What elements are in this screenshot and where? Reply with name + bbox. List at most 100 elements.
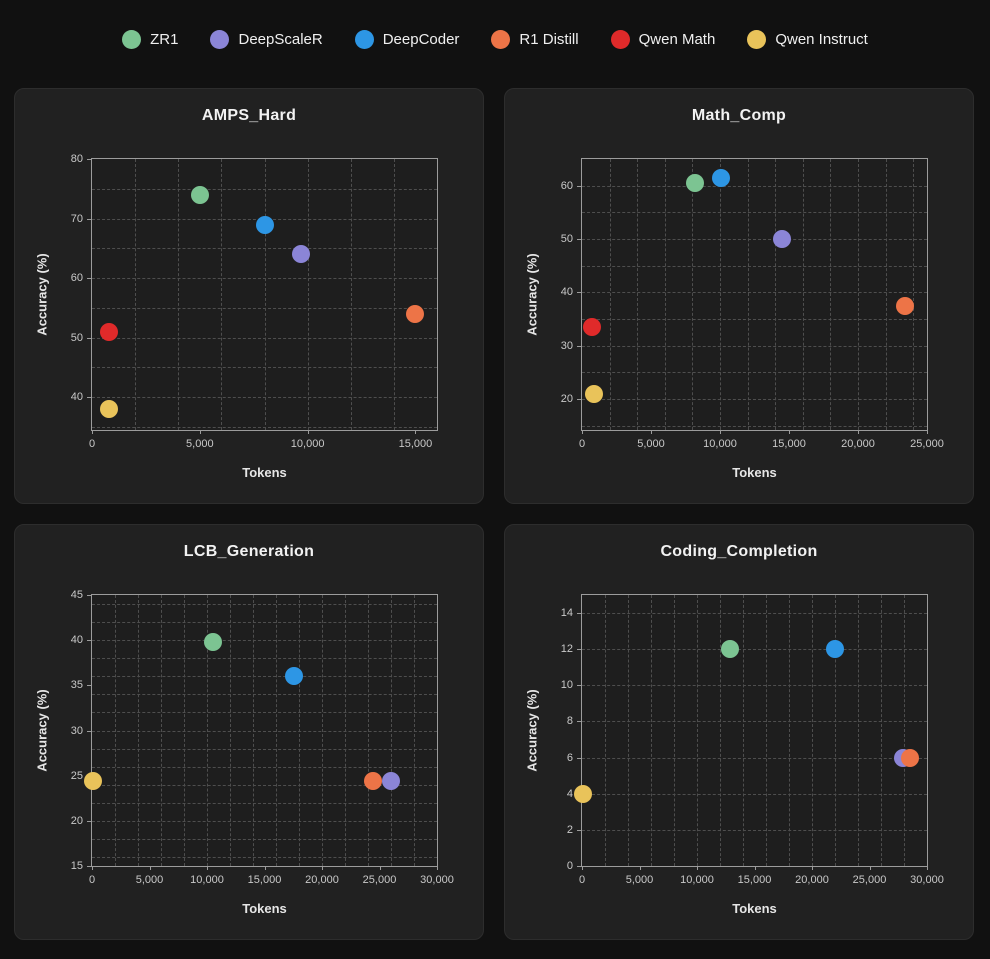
gridline-vertical (664, 159, 666, 430)
y-tick-mark (87, 159, 91, 160)
gridline-vertical (221, 159, 223, 430)
data-point-zr1 (686, 174, 705, 192)
y-tick-label: 50 (560, 233, 573, 246)
x-tick-mark (379, 866, 381, 870)
data-point-qwen-instruct (574, 784, 593, 803)
y-tick-mark (577, 866, 581, 867)
x-tick-mark (92, 866, 93, 870)
legend-item-deepscaler[interactable]: DeepScaleR (210, 29, 323, 49)
data-point-zr1 (190, 185, 209, 204)
gridline-horizontal (92, 694, 437, 696)
gridline-horizontal (92, 730, 437, 732)
legend-item-zr1[interactable]: ZR1 (122, 29, 178, 49)
x-tick-mark (927, 430, 928, 434)
gridline-horizontal (92, 188, 437, 190)
legend: ZR1 DeepScaleR DeepCoder R1 Distill Qwen Mat… (0, 0, 990, 54)
gridline-vertical (697, 595, 698, 866)
y-tick-mark (577, 613, 581, 615)
y-tick-mark (577, 649, 581, 651)
x-tick-mark (307, 430, 309, 434)
gridline-horizontal (92, 604, 437, 606)
gridline-horizontal (92, 712, 437, 714)
x-tick-label: 0 (88, 438, 96, 450)
y-tick-label: 20 (560, 393, 573, 406)
x-tick-label: 0 (88, 874, 96, 886)
x-tick-label: 5,000 (186, 438, 214, 450)
gridline-horizontal (92, 856, 437, 858)
legend-item-r1-distill[interactable]: R1 Distill (491, 29, 579, 49)
x-tick-label: 25,000 (910, 438, 944, 450)
data-point-deepscaler (773, 230, 792, 249)
chart-card-math-comp: Math_Comp Accuracy (%) Tokens 0 5,000 10,0… (504, 88, 974, 504)
plot-area: Accuracy (%) Tokens 0 5,000 10,000 15,000 20… (525, 594, 944, 916)
legend-item-qwen-math[interactable]: Qwen Math (610, 29, 715, 49)
y-tick-label: 14 (560, 607, 573, 620)
y-tick-mark (577, 345, 581, 347)
gridline-vertical (393, 159, 395, 430)
x-tick-mark (415, 430, 417, 434)
gridline-horizontal (92, 367, 437, 369)
gridline-vertical (766, 595, 767, 866)
gridline-horizontal (582, 239, 927, 241)
y-tick-label: 20 (70, 814, 83, 827)
x-tick-mark (582, 430, 583, 434)
legend-item-qwen-instruct[interactable]: Qwen Instruct (747, 29, 868, 49)
y-tick-mark (577, 292, 581, 294)
legend-label: R1 Distill (519, 30, 579, 48)
data-point-qwen-instruct (584, 384, 603, 403)
data-point-deepscaler (382, 772, 400, 791)
gridline-horizontal (582, 292, 927, 294)
legend-marker-icon (610, 29, 630, 49)
y-tick-label: 45 (70, 589, 83, 601)
y-tick-mark (577, 685, 581, 687)
plot-area: Accuracy (%) Tokens 0 5,000 10,000 15,000 20… (525, 158, 944, 480)
x-axis-label: Tokens (732, 901, 777, 916)
x-tick-label: 10,000 (680, 874, 714, 886)
y-tick-label: 6 (566, 751, 573, 764)
gridline-vertical (881, 595, 882, 866)
y-tick-mark (87, 337, 91, 339)
y-tick-mark (577, 399, 581, 401)
legend-marker-icon (491, 29, 511, 49)
gridline-horizontal (582, 649, 927, 651)
x-tick-mark (92, 430, 93, 434)
y-tick-mark (87, 218, 91, 220)
x-tick-mark (582, 866, 583, 870)
x-tick-mark (858, 430, 859, 434)
x-tick-mark (927, 866, 928, 870)
x-tick-label: 15,000 (398, 438, 433, 450)
gridline-vertical (178, 159, 180, 430)
x-tick-label: 15,000 (737, 874, 772, 886)
gridline-horizontal (92, 820, 437, 822)
gridline-vertical (775, 159, 777, 430)
x-tick-mark (869, 866, 871, 870)
x-tick-mark (207, 866, 208, 870)
x-tick-mark (437, 866, 438, 870)
gridline-vertical (858, 595, 859, 866)
gridline-vertical (743, 595, 744, 866)
legend-label: DeepScaleR (238, 30, 323, 48)
chart-card-lcb-generation: LCB_Generation Accuracy (%) Tokens 0 5,00… (14, 524, 484, 940)
data-point-zr1 (721, 640, 740, 659)
y-tick-label: 4 (566, 787, 573, 800)
data-point-deepcoder (285, 667, 304, 686)
x-tick-mark (697, 866, 698, 870)
x-tick-label: 10,000 (190, 874, 224, 886)
gridline-horizontal (582, 793, 927, 795)
legend-item-deepcoder[interactable]: DeepCoder (354, 29, 460, 49)
gridline-horizontal (92, 278, 437, 280)
chart-title: AMPS_Hard (201, 107, 297, 124)
legend-marker-icon (354, 29, 374, 49)
gridline-vertical (135, 159, 137, 430)
gridline-vertical (747, 159, 749, 430)
legend-label: DeepCoder (382, 30, 460, 48)
gridline-vertical (835, 595, 836, 866)
y-axis-label: Accuracy (%) (34, 689, 50, 772)
gridline-horizontal (582, 399, 927, 401)
gridline-horizontal (92, 784, 437, 786)
x-tick-mark (149, 866, 151, 870)
data-point-deepcoder (255, 215, 274, 234)
data-point-deepcoder (712, 168, 731, 187)
y-tick-label: 50 (70, 331, 83, 344)
charts-grid: AMPS_Hard Accuracy (%) Tokens 0 5,000 10,0… (0, 54, 990, 940)
